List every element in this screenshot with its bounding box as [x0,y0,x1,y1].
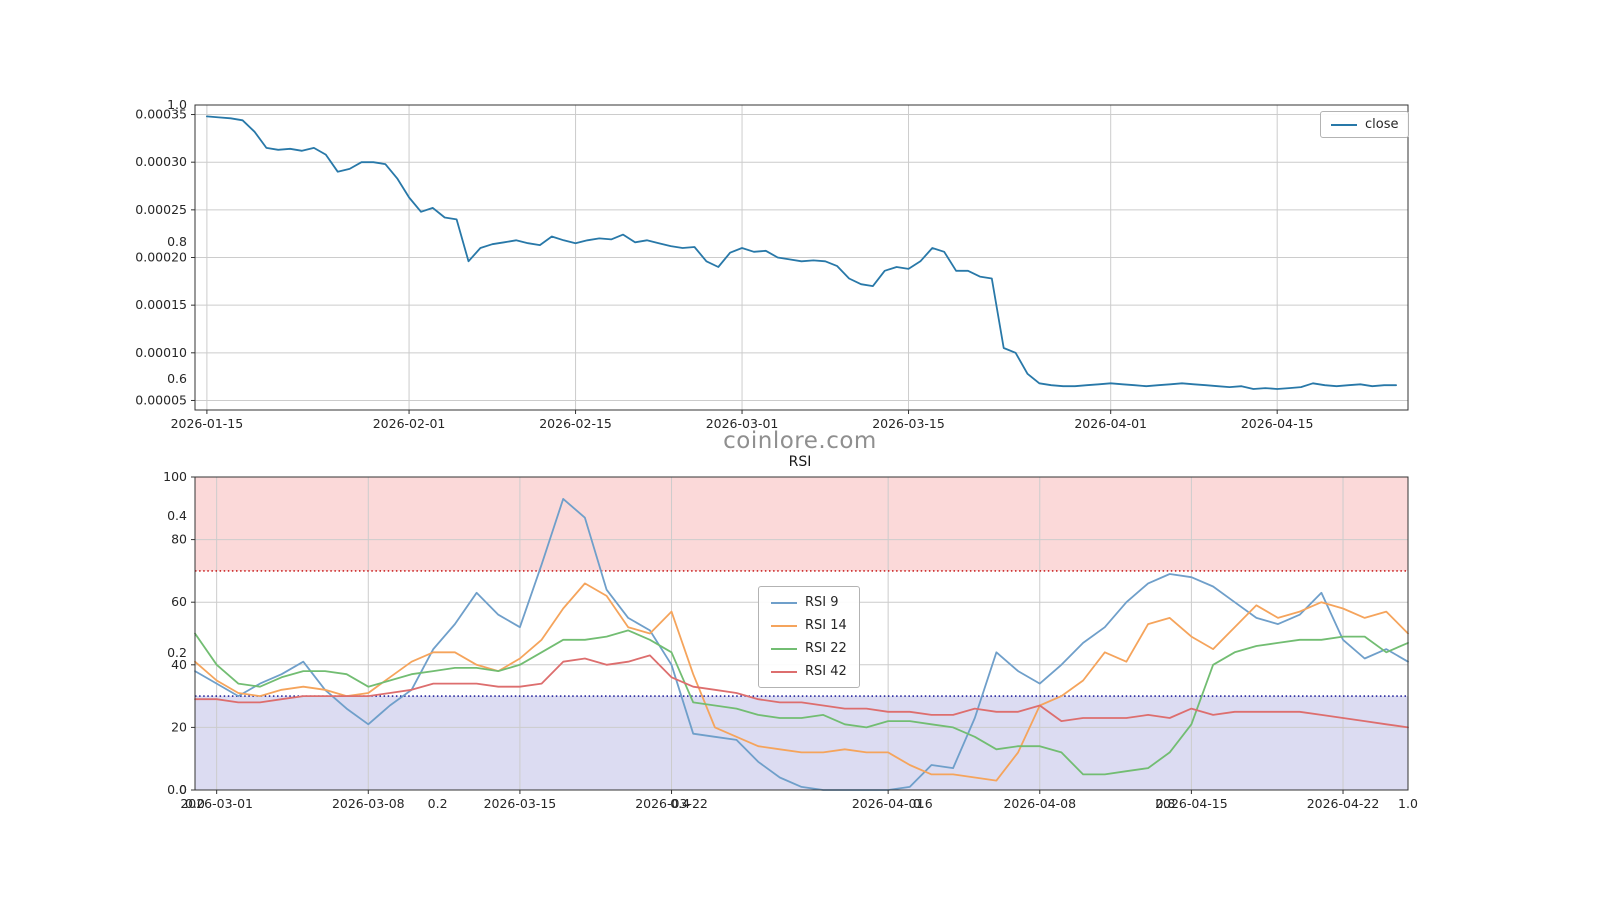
x-tick-label: 2026-03-15 [872,416,945,431]
x-tick-label: 2026-04-22 [1307,796,1380,811]
rsi-42-line [194,654,1409,729]
hidden-axis-y-label: 0.2 [167,645,187,660]
x-tick-label: 2026-04-01 [852,796,925,811]
y-tick-label: 0.00010 [135,345,187,360]
hidden-axis-y-label: 0.0 [167,782,187,797]
x-tick-label: 2026-04-15 [1155,796,1228,811]
hidden-axis-y-label: 0.8 [167,234,187,249]
y-tick-label: 40 [171,657,187,672]
legend-row-rsi-22: RSI 22 [771,641,847,656]
y-tick-label: 0.00015 [135,297,187,312]
x-tick-label: 2026-03-01 [706,416,779,431]
y-tick-label: 60 [171,594,187,609]
x-tick-label: 2026-02-01 [373,416,446,431]
x-tick-label: 2026-03-01 [180,796,253,811]
rsi-legend: RSI 9 RSI 14 RSI 22 RSI 42 [758,586,860,688]
legend-label-close: close [1365,117,1399,132]
legend-row-rsi-9: RSI 9 [771,595,847,610]
rsi-9-swatch [771,601,797,604]
rsi-14-swatch [771,624,797,627]
close-legend: close [1320,111,1410,138]
hidden-axis-y-label: 0.4 [167,508,187,523]
rsi-22-line [194,629,1409,776]
y-tick-label: 0.00020 [135,250,187,265]
x-tick-label: 2026-03-08 [332,796,405,811]
y-tick-label: 80 [171,532,187,547]
y-tick-label: 100 [163,469,187,484]
hidden-axis-y-label: 0.6 [167,371,187,386]
legend-label-rsi-22: RSI 22 [805,641,847,656]
y-tick-label: 0.00030 [135,154,187,169]
x-tick-label: 2026-01-15 [171,416,244,431]
y-tick-label: 0.00025 [135,202,187,217]
legend-label-rsi-9: RSI 9 [805,595,839,610]
hidden-axis-x-label: 0.6 [913,796,933,811]
y-tick-label: 20 [171,719,187,734]
x-tick-label: 2026-04-01 [1074,416,1147,431]
y-tick-label: 0 [179,782,187,797]
rsi-14-line [194,582,1409,782]
hidden-axis-x-label: 0.2 [428,796,448,811]
x-tick-label: 2026-02-15 [539,416,612,431]
hidden-axis-y-label: 1.0 [167,97,187,112]
hidden-axis-x-label: 0.4 [670,796,690,811]
hidden-axis-x-label: 0.8 [1155,796,1175,811]
overbought-band [195,477,1408,571]
legend-label-rsi-14: RSI 14 [805,618,847,633]
rsi-9-line [194,497,1409,791]
rsi-42-swatch [771,670,797,673]
rsi-22-swatch [771,647,797,650]
x-tick-label: 2026-04-08 [1003,796,1076,811]
x-tick-label: 2026-04-15 [1241,416,1314,431]
legend-label-rsi-42: RSI 42 [805,664,847,679]
y-tick-label: 0.00005 [135,392,187,407]
legend-row-rsi-14: RSI 14 [771,618,847,633]
x-tick-label: 2026-03-15 [484,796,557,811]
x-tick-label: 2026-03-22 [635,796,708,811]
rsi-chart-title: RSI [788,454,812,470]
close-line-swatch [1331,123,1357,126]
oversold-band [195,696,1408,790]
y-tick-label: 0.00035 [135,107,187,122]
plot-frame [194,476,1409,791]
hidden-axis-x-label: 1.0 [1398,796,1418,811]
legend-row-rsi-42: RSI 42 [771,664,847,679]
hidden-axis-x-label: 0.0 [185,796,205,811]
watermark: coinlore.com [723,428,877,454]
close-line [205,115,1397,390]
